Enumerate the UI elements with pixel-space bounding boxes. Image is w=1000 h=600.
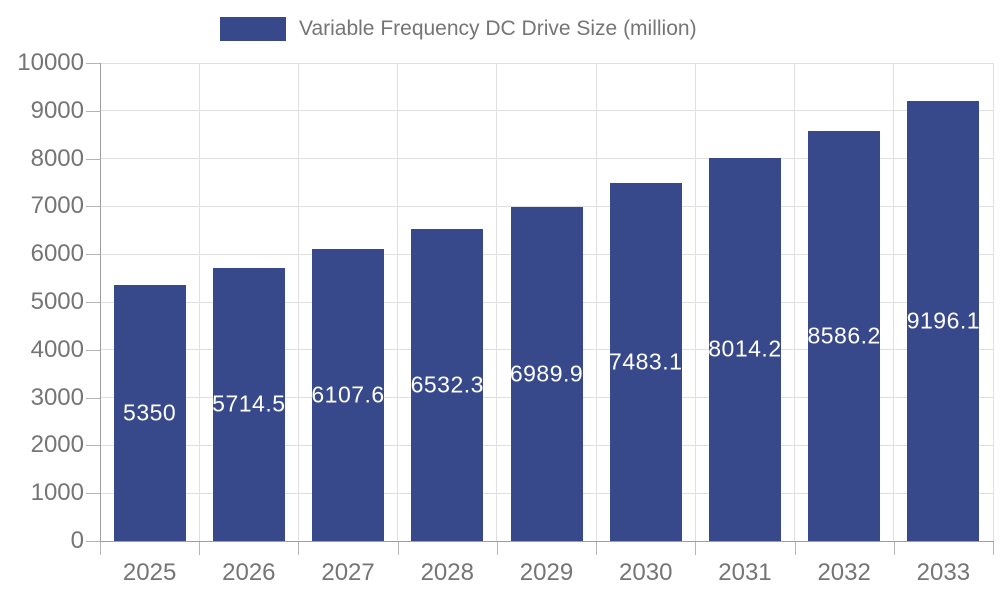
bar: [113, 285, 186, 541]
x-axis-tick: [695, 542, 697, 555]
x-axis-tick-label: 2030: [619, 559, 673, 586]
y-axis-tick-label: 9000: [30, 96, 84, 124]
v-gridline: [297, 63, 299, 541]
plot-area: 5350 5714.5 6107.6 6532.3 6989.9 7483.1 8014.2…: [100, 62, 994, 541]
bar: [907, 101, 980, 541]
y-axis-tick: [86, 493, 100, 495]
x-axis-tick-label: 2028: [420, 559, 474, 586]
y-axis-tick-label: 8000: [30, 144, 84, 172]
y-axis-tick: [86, 302, 100, 303]
v-gridline: [794, 63, 796, 541]
bar: [312, 249, 385, 541]
v-gridline: [992, 63, 994, 541]
y-axis-tick: [86, 541, 100, 542]
x-axis-tick: [100, 542, 101, 555]
bar-value-label: 6532.3: [410, 371, 484, 398]
x-axis-tick: [496, 542, 498, 555]
bar: [609, 183, 682, 541]
y-axis-tick: [86, 63, 100, 64]
legend-label: Variable Frequency DC Drive Size (millio…: [299, 17, 697, 40]
x-axis-tick: [397, 542, 399, 555]
h-gridline: [100, 158, 993, 160]
x-axis-tick: [199, 542, 201, 555]
bar: [510, 206, 583, 541]
x-axis-tick-label: 2027: [321, 559, 375, 586]
bar: [708, 157, 781, 541]
bar-value-label: 9196.1: [906, 307, 981, 334]
x-axis-tick-label: 2031: [718, 559, 772, 586]
bar: [212, 267, 285, 541]
y-axis-tick-label: 7000: [30, 192, 84, 220]
y-axis-tick-label: 4000: [30, 335, 84, 363]
legend-swatch: [220, 17, 286, 41]
v-gridline: [496, 63, 498, 541]
bar: [411, 228, 484, 541]
bar-value-label: 7483.1: [609, 348, 683, 375]
x-axis-line: [100, 541, 994, 542]
y-axis-tick: [86, 158, 100, 160]
y-axis-tick-label: 10000: [17, 49, 84, 76]
x-axis-tick: [794, 542, 796, 555]
y-axis-tick-label: 3000: [30, 383, 84, 411]
legend[interactable]: Variable Frequency DC Drive Size (millio…: [220, 17, 697, 41]
x-axis-tick-label: 2032: [817, 559, 871, 586]
y-axis-tick: [86, 206, 100, 208]
y-axis-tick-label: 5000: [30, 288, 84, 315]
h-gridline: [100, 110, 993, 112]
x-axis-tick: [993, 542, 994, 555]
x-axis-tick-label: 2025: [122, 559, 177, 586]
v-gridline: [694, 63, 696, 541]
x-axis-tick: [596, 542, 598, 555]
v-gridline: [893, 63, 895, 541]
bar: [808, 130, 881, 541]
y-axis-tick: [86, 445, 100, 447]
h-gridline: [100, 62, 993, 64]
bar-value-label: 5350: [123, 399, 177, 426]
x-axis-tick-label: 2029: [519, 559, 574, 586]
y-axis-tick-label: 6000: [30, 240, 84, 268]
bar-value-label: 5714.5: [212, 390, 286, 417]
y-axis-tick: [86, 254, 100, 256]
y-axis-line: [100, 63, 101, 541]
y-axis-tick-label: 2000: [30, 431, 84, 459]
y-axis-tick: [86, 349, 100, 351]
x-axis-tick-label: 2026: [222, 559, 276, 586]
y-axis-tick-label: 0: [70, 527, 84, 554]
bar-value-label: 6107.6: [311, 381, 385, 408]
bar-value-label: 8014.2: [708, 335, 782, 362]
v-gridline: [595, 63, 597, 541]
y-axis-tick: [86, 110, 100, 112]
x-axis-tick: [298, 542, 300, 555]
x-axis-tick: [893, 542, 895, 555]
y-axis-tick: [86, 397, 100, 399]
bar-value-label: 6989.9: [509, 360, 584, 387]
h-gridline: [100, 205, 993, 207]
v-gridline: [397, 63, 399, 541]
y-axis-tick-label: 1000: [30, 479, 84, 507]
v-gridline: [198, 63, 200, 541]
x-axis-tick-label: 2033: [916, 559, 971, 586]
bar-value-label: 8586.2: [807, 322, 881, 349]
